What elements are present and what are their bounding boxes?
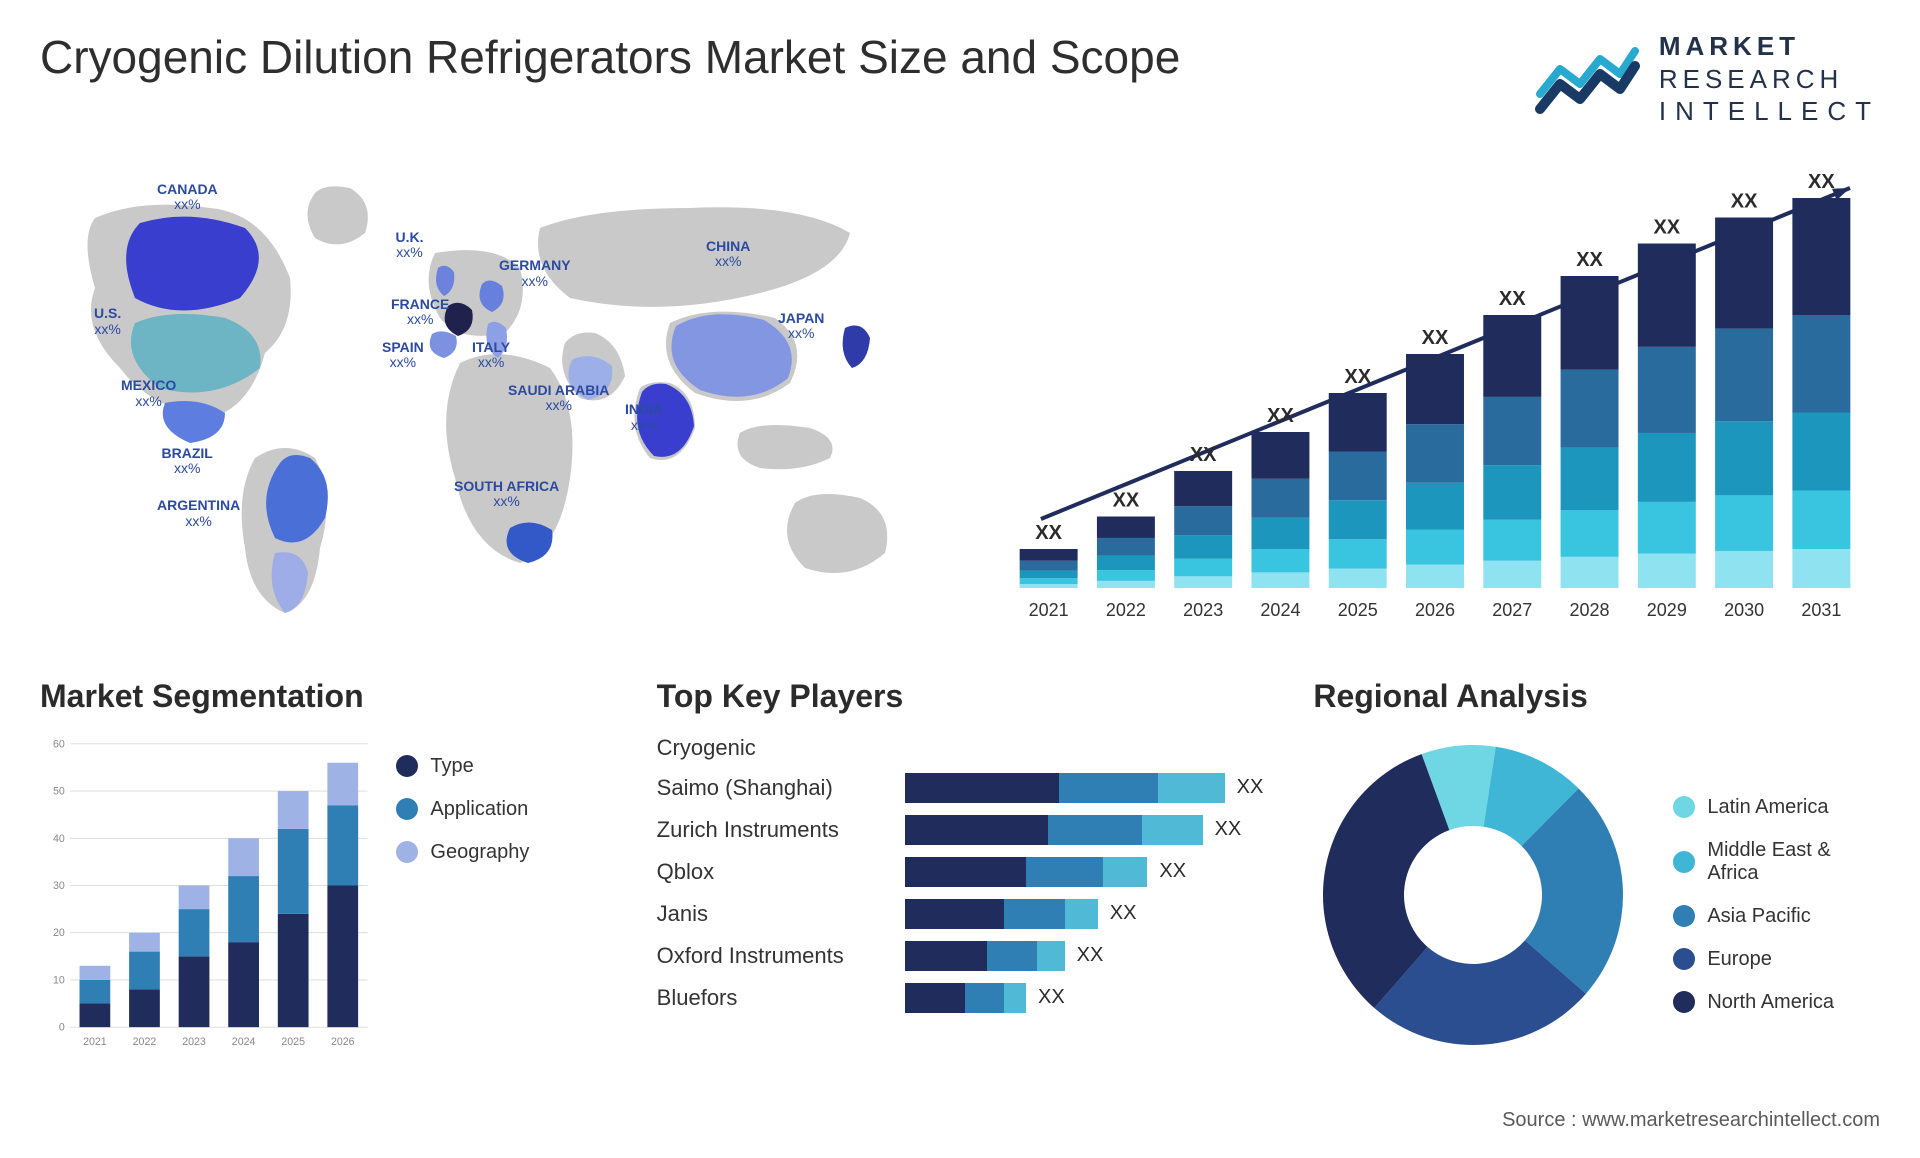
segmentation-title: Market Segmentation	[40, 678, 607, 715]
players-panel: Top Key Players Cryogenic Saimo (Shanghai…	[657, 678, 1264, 1158]
svg-text:XX: XX	[1499, 288, 1526, 310]
player-row: Oxford Instruments XX	[657, 941, 1264, 971]
svg-text:10: 10	[53, 974, 65, 986]
svg-text:2025: 2025	[1338, 600, 1378, 620]
player-row: Saimo (Shanghai) XX	[657, 773, 1264, 803]
svg-text:2022: 2022	[1106, 600, 1146, 620]
growth-chart: XX 2021 XX 2022 XX 2023 XX 2024 XX 2025 XX 2026 XX 20…	[980, 158, 1880, 638]
svg-text:XX: XX	[1113, 489, 1140, 511]
world-map-svg	[40, 158, 940, 638]
svg-text:XX: XX	[1190, 444, 1217, 466]
player-label: Janis	[657, 901, 887, 927]
svg-text:2024: 2024	[1260, 600, 1300, 620]
player-value: XX	[1237, 776, 1264, 799]
svg-text:XX: XX	[1267, 405, 1294, 427]
svg-text:2026: 2026	[1415, 600, 1455, 620]
players-list: CryogenicSaimo (Shanghai)XXZurich Instru…	[657, 735, 1264, 1013]
logo-line2: RESEARCH	[1659, 63, 1880, 96]
svg-text:XX: XX	[1344, 366, 1371, 388]
svg-text:2030: 2030	[1724, 600, 1764, 620]
segmentation-chart-svg: 0 10 20 30 40 50 60 2021 2022 2023 2024 2025 2026	[40, 735, 376, 1054]
svg-text:XX: XX	[1035, 522, 1062, 544]
svg-text:2021: 2021	[1029, 600, 1069, 620]
regional-donut-svg	[1313, 735, 1633, 1055]
svg-text:2029: 2029	[1647, 600, 1687, 620]
svg-text:XX: XX	[1653, 216, 1680, 238]
svg-text:2028: 2028	[1570, 600, 1610, 620]
player-value: XX	[1038, 986, 1065, 1009]
legend-item: North America	[1673, 991, 1880, 1014]
svg-text:2023: 2023	[182, 1035, 206, 1047]
player-value: XX	[1077, 944, 1104, 967]
svg-text:30: 30	[53, 880, 65, 892]
svg-text:2022: 2022	[133, 1035, 157, 1047]
player-row: Zurich Instruments XX	[657, 815, 1264, 845]
svg-text:XX: XX	[1576, 249, 1603, 271]
svg-text:2026: 2026	[331, 1035, 355, 1047]
world-map: CANADAxx%U.S.xx%MEXICOxx%BRAZILxx%ARGENT…	[40, 158, 940, 638]
regional-panel: Regional Analysis Latin America Middle Ea…	[1313, 678, 1880, 1158]
player-row: Cryogenic	[657, 735, 1264, 761]
player-label: Cryogenic	[657, 735, 887, 761]
legend-item: Type	[396, 755, 606, 778]
player-bar	[905, 773, 1225, 803]
legend-item: Europe	[1673, 948, 1880, 971]
svg-text:XX: XX	[1422, 327, 1449, 349]
growth-chart-svg: XX 2021 XX 2022 XX 2023 XX 2024 XX 2025 XX 2026 XX 20…	[980, 158, 1880, 638]
player-row: Janis XX	[657, 899, 1264, 929]
legend-item: Application	[396, 798, 606, 821]
player-label: Bluefors	[657, 985, 887, 1011]
bottom-row: Market Segmentation 0 10 20 30 40 50 60 2021 202…	[40, 678, 1880, 1158]
svg-text:2021: 2021	[83, 1035, 107, 1047]
svg-text:50: 50	[53, 785, 65, 797]
top-row: CANADAxx%U.S.xx%MEXICOxx%BRAZILxx%ARGENT…	[40, 158, 1880, 638]
player-row: Qblox XX	[657, 857, 1264, 887]
svg-text:2023: 2023	[1183, 600, 1223, 620]
svg-text:60: 60	[53, 738, 65, 750]
svg-text:40: 40	[53, 832, 65, 844]
legend-item: Latin America	[1673, 796, 1880, 819]
brand-logo: MARKET RESEARCH INTELLECT	[1535, 30, 1880, 128]
svg-text:XX: XX	[1731, 190, 1758, 212]
player-label: Qblox	[657, 859, 887, 885]
svg-text:2025: 2025	[281, 1035, 305, 1047]
source-text: Source : www.marketresearchintellect.com	[1502, 1109, 1880, 1132]
regional-legend: Latin America Middle East & Africa Asia Pa…	[1673, 796, 1880, 1014]
segmentation-legend: Type Application Geography	[396, 755, 606, 864]
player-bar	[905, 815, 1203, 845]
title-row: Cryogenic Dilution Refrigerators Market …	[40, 30, 1880, 128]
player-bar	[905, 899, 1098, 929]
logo-line3: INTELLECT	[1659, 95, 1880, 128]
players-title: Top Key Players	[657, 678, 1264, 715]
logo-line1: MARKET	[1659, 30, 1880, 63]
svg-text:2031: 2031	[1801, 600, 1841, 620]
player-value: XX	[1159, 860, 1186, 883]
svg-text:0: 0	[59, 1021, 65, 1033]
legend-item: Middle East & Africa	[1673, 839, 1880, 885]
player-bar	[905, 983, 1026, 1013]
player-bar	[905, 941, 1065, 971]
player-label: Oxford Instruments	[657, 943, 887, 969]
player-bar	[905, 857, 1148, 887]
svg-text:20: 20	[53, 927, 65, 939]
player-label: Zurich Instruments	[657, 817, 887, 843]
legend-item: Geography	[396, 841, 606, 864]
player-label: Saimo (Shanghai)	[657, 775, 887, 801]
logo-mark-icon	[1535, 39, 1645, 119]
svg-text:XX: XX	[1808, 171, 1835, 193]
svg-text:2024: 2024	[232, 1035, 256, 1047]
regional-title: Regional Analysis	[1313, 678, 1880, 715]
segmentation-panel: Market Segmentation 0 10 20 30 40 50 60 2021 202…	[40, 678, 607, 1158]
player-row: Bluefors XX	[657, 983, 1264, 1013]
legend-item: Asia Pacific	[1673, 905, 1880, 928]
player-value: XX	[1215, 818, 1242, 841]
page-title: Cryogenic Dilution Refrigerators Market …	[40, 30, 1180, 84]
player-value: XX	[1110, 902, 1137, 925]
svg-text:2027: 2027	[1492, 600, 1532, 620]
